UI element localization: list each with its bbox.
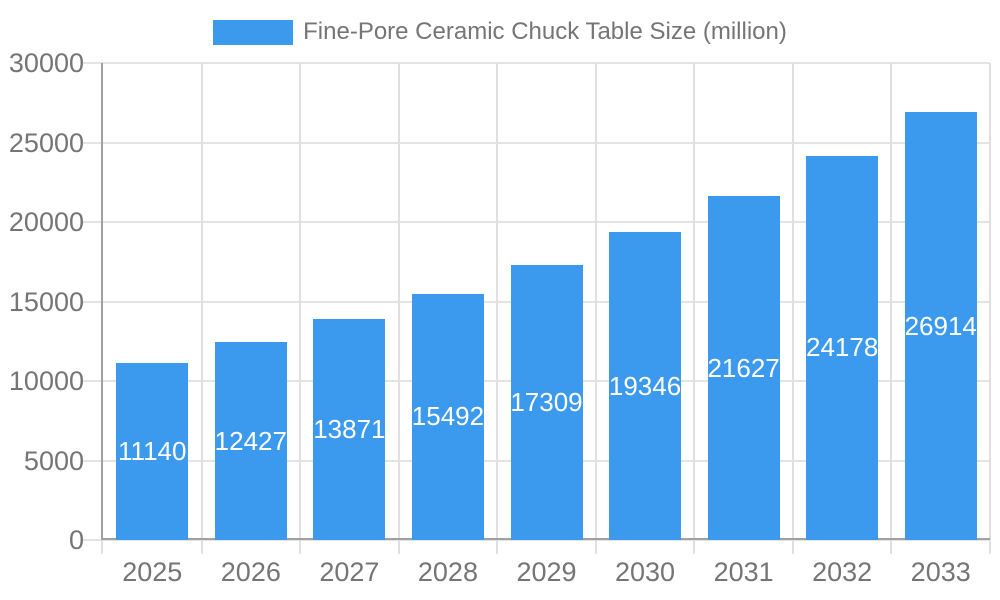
bar-2028[interactable]: 15492 xyxy=(411,293,485,540)
bar-value-label: 21627 xyxy=(707,352,780,383)
bar-2033[interactable]: 26914 xyxy=(905,112,977,540)
x-tick-label: 2031 xyxy=(713,557,774,587)
y-tick-label: 25000 xyxy=(8,127,84,158)
plot-area: 0 5000 10000 15000 20000 25000 30000 11140 2025 1… xyxy=(9,48,991,587)
gridline-vertical xyxy=(299,63,302,554)
bar-2026[interactable]: 12427 xyxy=(215,342,287,540)
gridline-vertical xyxy=(989,63,991,554)
bar-value-label: 11140 xyxy=(118,435,187,466)
gridline-vertical xyxy=(200,63,203,554)
x-tick-label: 2033 xyxy=(910,557,971,587)
bar-2027[interactable]: 13871 xyxy=(313,319,386,540)
x-tick-label: 2026 xyxy=(220,557,281,587)
gridline-vertical xyxy=(890,63,893,554)
gridline-horizontal xyxy=(81,539,990,541)
bar-2025[interactable]: 11140 xyxy=(116,362,189,540)
gridline-vertical xyxy=(791,63,794,554)
bar-value-label: 12427 xyxy=(214,425,287,456)
gridline-horizontal xyxy=(81,141,990,144)
bar-2031[interactable]: 21627 xyxy=(707,196,780,540)
x-tick-label: 2025 xyxy=(122,557,183,587)
gridline-vertical xyxy=(496,63,499,554)
bar-2030[interactable]: 19346 xyxy=(609,232,681,540)
x-tick-label: 2028 xyxy=(417,557,478,587)
legend[interactable]: Fine-Pore Ceramic Chuck Table Size (mill… xyxy=(0,19,1000,45)
bar-value-label: 13871 xyxy=(313,414,386,445)
gridline-horizontal xyxy=(81,62,990,64)
x-tick-label: 2027 xyxy=(319,557,380,587)
x-tick-label: 2030 xyxy=(615,557,676,587)
gridline-vertical xyxy=(397,63,400,554)
y-tick-label: 20000 xyxy=(8,207,84,237)
y-tick-label: 10000 xyxy=(8,366,84,396)
y-tick-label: 15000 xyxy=(8,286,84,317)
gridline-vertical xyxy=(594,63,597,554)
legend-swatch-icon xyxy=(213,19,294,45)
x-tick-label: 2032 xyxy=(812,557,873,587)
bar-value-label: 17309 xyxy=(510,386,583,417)
x-tick-label: 2029 xyxy=(516,557,577,587)
gridline-horizontal xyxy=(81,221,990,223)
y-tick-label: 30000 xyxy=(8,48,84,78)
bar-2032[interactable]: 24178 xyxy=(806,155,879,540)
y-tick-label: 5000 xyxy=(23,445,84,476)
bar-value-label: 24178 xyxy=(806,332,879,363)
gridline-vertical xyxy=(693,63,696,554)
bar-value-label: 26914 xyxy=(904,310,977,341)
bar-value-label: 15492 xyxy=(411,401,485,432)
y-tick-label: 0 xyxy=(68,525,84,555)
bar-value-label: 19346 xyxy=(608,370,682,401)
legend-label: Fine-Pore Ceramic Chuck Table Size (mill… xyxy=(303,18,787,45)
y-axis-line xyxy=(101,63,103,540)
bar-2029[interactable]: 17309 xyxy=(510,264,583,540)
